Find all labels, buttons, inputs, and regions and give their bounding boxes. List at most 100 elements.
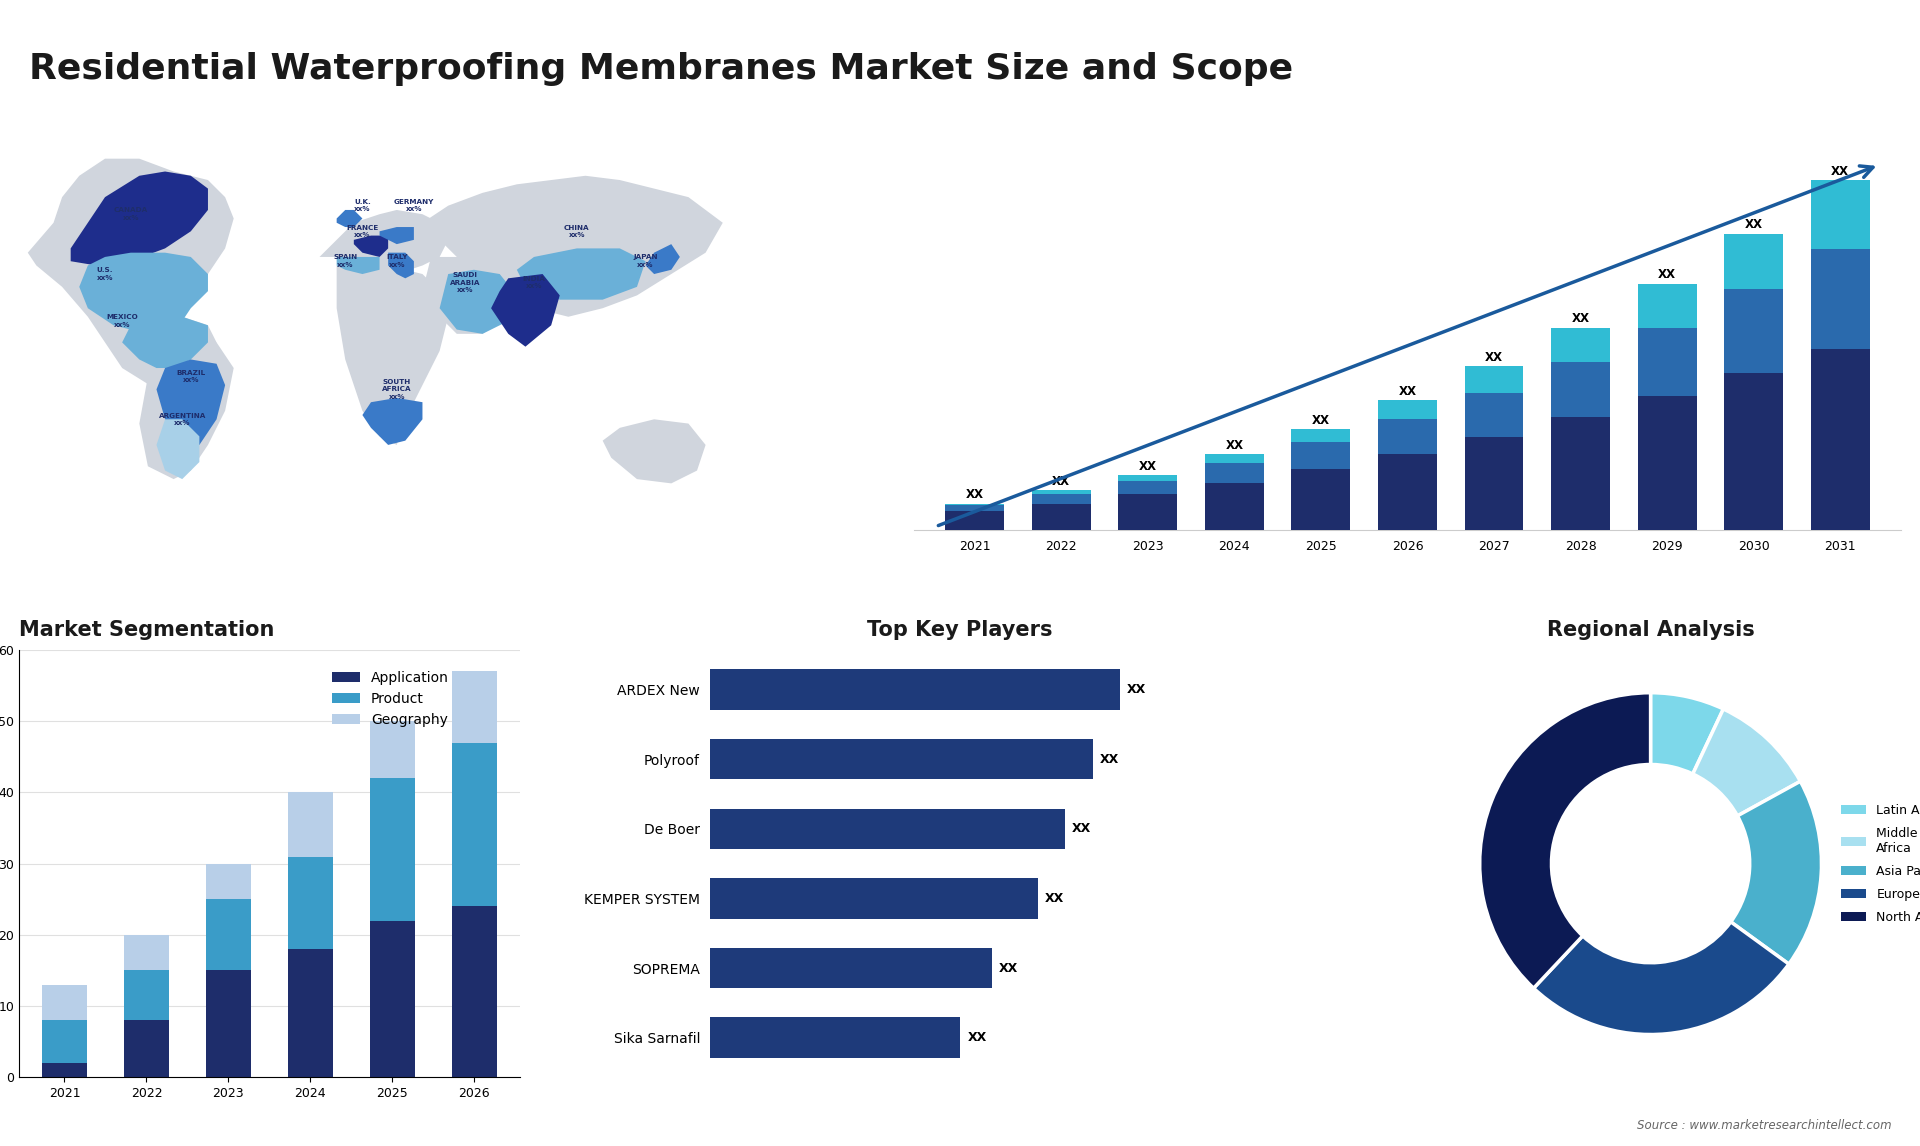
Polygon shape xyxy=(353,236,388,257)
Bar xyxy=(451,743,497,906)
Title: Top Key Players: Top Key Players xyxy=(868,620,1052,641)
Bar xyxy=(945,503,1004,505)
Text: Source : www.marketresearchintellect.com: Source : www.marketresearchintellect.com xyxy=(1636,1120,1891,1132)
Bar xyxy=(125,971,169,1020)
Bar xyxy=(371,778,415,920)
Bar xyxy=(710,669,1119,709)
Polygon shape xyxy=(645,244,680,274)
Bar xyxy=(1724,289,1784,374)
Bar xyxy=(1638,397,1697,531)
Bar xyxy=(1031,490,1091,494)
Polygon shape xyxy=(157,360,225,445)
Bar xyxy=(710,739,1092,779)
Bar xyxy=(42,1020,86,1063)
Polygon shape xyxy=(422,175,722,316)
Text: BRAZIL
xx%: BRAZIL xx% xyxy=(177,370,205,383)
Polygon shape xyxy=(603,419,707,484)
Title: Regional Analysis: Regional Analysis xyxy=(1548,620,1755,641)
Bar xyxy=(1031,503,1091,531)
Text: XX: XX xyxy=(1745,219,1763,231)
Bar xyxy=(288,949,332,1077)
Bar xyxy=(1379,400,1436,419)
Polygon shape xyxy=(336,210,363,227)
Bar xyxy=(1117,494,1177,531)
Bar xyxy=(1206,482,1263,531)
Bar xyxy=(1031,494,1091,503)
Text: XX: XX xyxy=(1100,753,1119,766)
Bar xyxy=(1465,366,1523,393)
Text: Market Segmentation: Market Segmentation xyxy=(19,620,275,641)
Polygon shape xyxy=(79,252,207,333)
Text: XX: XX xyxy=(1572,312,1590,325)
Bar xyxy=(945,511,1004,531)
Polygon shape xyxy=(27,158,234,390)
Text: XX: XX xyxy=(968,1031,987,1044)
Wedge shape xyxy=(1693,709,1801,816)
Text: ITALY
xx%: ITALY xx% xyxy=(386,254,407,268)
Bar xyxy=(710,948,993,988)
Text: GERMANY
xx%: GERMANY xx% xyxy=(394,199,434,212)
Text: XX: XX xyxy=(1044,892,1064,905)
Bar xyxy=(205,864,252,900)
Bar xyxy=(371,920,415,1077)
Text: XX: XX xyxy=(1398,385,1417,398)
Bar xyxy=(1724,234,1784,289)
Text: JAPAN
xx%: JAPAN xx% xyxy=(634,254,659,268)
Bar xyxy=(1292,469,1350,531)
Wedge shape xyxy=(1534,921,1789,1035)
Bar xyxy=(1551,328,1611,362)
Text: SAUDI
ARABIA
xx%: SAUDI ARABIA xx% xyxy=(449,272,480,293)
Bar xyxy=(1465,437,1523,531)
Bar xyxy=(1379,419,1436,454)
Bar xyxy=(710,1018,960,1058)
Bar xyxy=(288,856,332,949)
Text: ARGENTINA
xx%: ARGENTINA xx% xyxy=(159,413,205,426)
Bar xyxy=(1206,463,1263,482)
Text: FRANCE
xx%: FRANCE xx% xyxy=(346,225,378,238)
Polygon shape xyxy=(71,172,207,266)
Bar xyxy=(1292,442,1350,469)
Bar xyxy=(42,984,86,1020)
Text: XX: XX xyxy=(1071,823,1091,835)
Polygon shape xyxy=(319,210,447,274)
Text: XX: XX xyxy=(1139,460,1156,472)
Bar xyxy=(1811,249,1870,348)
Bar xyxy=(451,906,497,1077)
Text: XX: XX xyxy=(1659,268,1676,281)
Bar xyxy=(1465,393,1523,437)
Bar xyxy=(205,900,252,971)
Legend: Latin America, Middle East &
Africa, Asia Pacific, Europe, North America: Latin America, Middle East & Africa, Asi… xyxy=(1836,799,1920,928)
Bar xyxy=(288,792,332,856)
Text: CANADA
xx%: CANADA xx% xyxy=(113,207,148,221)
Polygon shape xyxy=(336,261,447,445)
Bar xyxy=(945,505,1004,511)
Bar xyxy=(1117,474,1177,480)
Text: INDIA
xx%: INDIA xx% xyxy=(522,276,545,289)
Polygon shape xyxy=(440,269,516,333)
Polygon shape xyxy=(380,227,415,244)
Bar xyxy=(710,878,1039,919)
Text: U.K.
xx%: U.K. xx% xyxy=(353,199,371,212)
Text: XX: XX xyxy=(1484,351,1503,363)
Bar xyxy=(710,809,1066,849)
Bar xyxy=(371,721,415,778)
Wedge shape xyxy=(1730,782,1822,964)
Polygon shape xyxy=(157,419,200,479)
Wedge shape xyxy=(1480,692,1651,988)
Text: CHINA
xx%: CHINA xx% xyxy=(564,225,589,238)
Text: MEXICO
xx%: MEXICO xx% xyxy=(106,314,138,328)
Bar xyxy=(1117,480,1177,494)
Polygon shape xyxy=(516,249,645,299)
Polygon shape xyxy=(388,252,415,278)
Bar xyxy=(1551,362,1611,417)
Polygon shape xyxy=(123,316,207,368)
Polygon shape xyxy=(140,333,234,479)
Text: XX: XX xyxy=(966,488,983,501)
Bar xyxy=(451,672,497,743)
Text: U.S.
xx%: U.S. xx% xyxy=(96,267,113,281)
Polygon shape xyxy=(422,257,516,333)
Text: XX: XX xyxy=(998,961,1018,974)
Bar xyxy=(1379,454,1436,531)
Polygon shape xyxy=(363,398,422,445)
Text: XX: XX xyxy=(1311,414,1331,426)
